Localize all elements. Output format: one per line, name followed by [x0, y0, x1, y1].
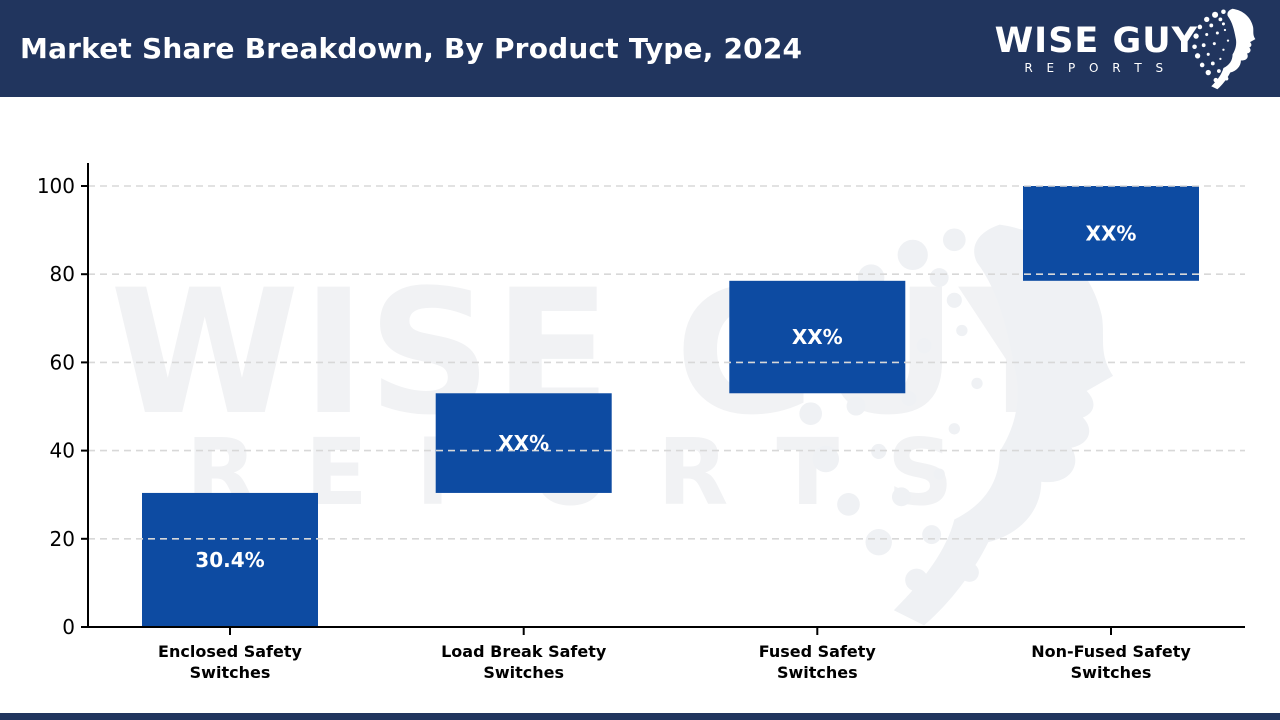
bar-fused-safety-switches — [729, 280, 906, 394]
x-category-label-enclosed-safety-switches-line1: Enclosed Safety — [158, 642, 302, 661]
chart-title: Market Share Breakdown, By Product Type,… — [20, 32, 803, 65]
logo-head-icon — [1192, 8, 1256, 89]
header-banner: Market Share Breakdown, By Product Type,… — [0, 0, 1280, 97]
bar-load-break-safety-switches — [435, 393, 612, 493]
y-tick-label-100: 100 — [37, 174, 75, 198]
x-category-label-non-fused-safety-switches-line2: Switches — [1071, 663, 1152, 682]
footer-bar — [0, 713, 1280, 720]
x-category-label-fused-safety-switches-line2: Switches — [777, 663, 858, 682]
bar-enclosed-safety-switches — [142, 492, 318, 627]
bar-value-label-load-break-safety-switches: XX% — [498, 431, 549, 455]
logo-subtext: R E P O R T S — [1024, 60, 1169, 75]
bar-value-label-enclosed-safety-switches: 30.4% — [195, 548, 264, 572]
x-category-label-non-fused-safety-switches-line1: Non-Fused Safety — [1031, 642, 1191, 661]
x-category-label-enclosed-safety-switches-line2: Switches — [190, 663, 271, 682]
x-category-label-fused-safety-switches-line1: Fused Safety — [759, 642, 877, 661]
bar-non-fused-safety-switches — [1023, 186, 1199, 281]
logo-text: WISE GUY R E P O R T S — [995, 23, 1198, 75]
y-tick-label-60: 60 — [50, 350, 75, 374]
y-tick-label-40: 40 — [50, 439, 75, 463]
x-category-label-load-break-safety-switches-line1: Load Break Safety — [441, 642, 607, 661]
bar-value-label-fused-safety-switches: XX% — [792, 325, 843, 349]
plot-area: 30.4% XX% XX% XX% 0 20 40 60 80 100 Enclosed Safet… — [37, 163, 1245, 682]
chart-canvas: WISE GUY R E P O R T S 30.4%XX%XX%XX%020… — [0, 97, 1280, 713]
x-category-label-load-break-safety-switches-line2: Switches — [483, 663, 564, 682]
y-tick-label-80: 80 — [50, 262, 75, 286]
wiseguy-logo: WISE GUY R E P O R T S — [995, 7, 1266, 91]
logo-wordmark: WISE GUY — [994, 20, 1198, 61]
y-tick-label-20: 20 — [50, 527, 75, 551]
y-tick-label-0: 0 — [62, 615, 75, 639]
bar-value-label-non-fused-safety-switches: XX% — [1086, 221, 1137, 245]
